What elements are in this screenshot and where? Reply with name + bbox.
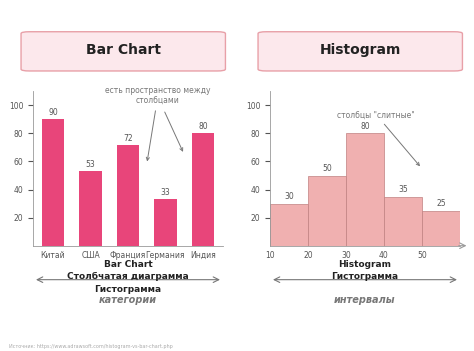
Text: 90: 90 [48,108,58,117]
Bar [422,211,460,246]
Bar [117,145,139,246]
Text: 30: 30 [284,192,294,201]
Text: 53: 53 [86,160,95,169]
Text: 25: 25 [436,199,446,208]
Bar [154,199,177,246]
Bar [42,119,64,246]
Text: интервалы: интервалы [334,295,396,305]
Text: 80: 80 [360,122,370,131]
Text: Histogram: Histogram [319,43,401,57]
Bar [270,204,308,246]
Text: Источник: https://www.adrawsoft.com/histogram-vs-bar-chart.php: Источник: https://www.adrawsoft.com/hist… [9,344,173,349]
Text: категории: категории [99,295,157,305]
Text: 33: 33 [161,188,170,197]
FancyBboxPatch shape [21,32,226,71]
Bar [308,176,346,246]
Text: есть пространство между
столбцами: есть пространство между столбцами [105,86,211,160]
FancyBboxPatch shape [258,32,463,71]
Text: Histogram
Гистограмма: Histogram Гистограмма [331,260,399,281]
Bar [346,133,384,246]
Bar [384,197,422,246]
Bar [191,133,214,246]
Text: Bar Chart: Bar Chart [86,43,161,57]
Text: 80: 80 [198,122,208,131]
Bar [79,171,102,246]
Text: 50: 50 [322,164,332,173]
Text: столбцы "слитные": столбцы "слитные" [337,110,419,166]
Text: 35: 35 [398,185,408,194]
Text: Bar Chart
Столбчатая диаграмма
Гистограмма: Bar Chart Столбчатая диаграмма Гистограм… [67,260,189,294]
Text: 72: 72 [123,133,133,143]
